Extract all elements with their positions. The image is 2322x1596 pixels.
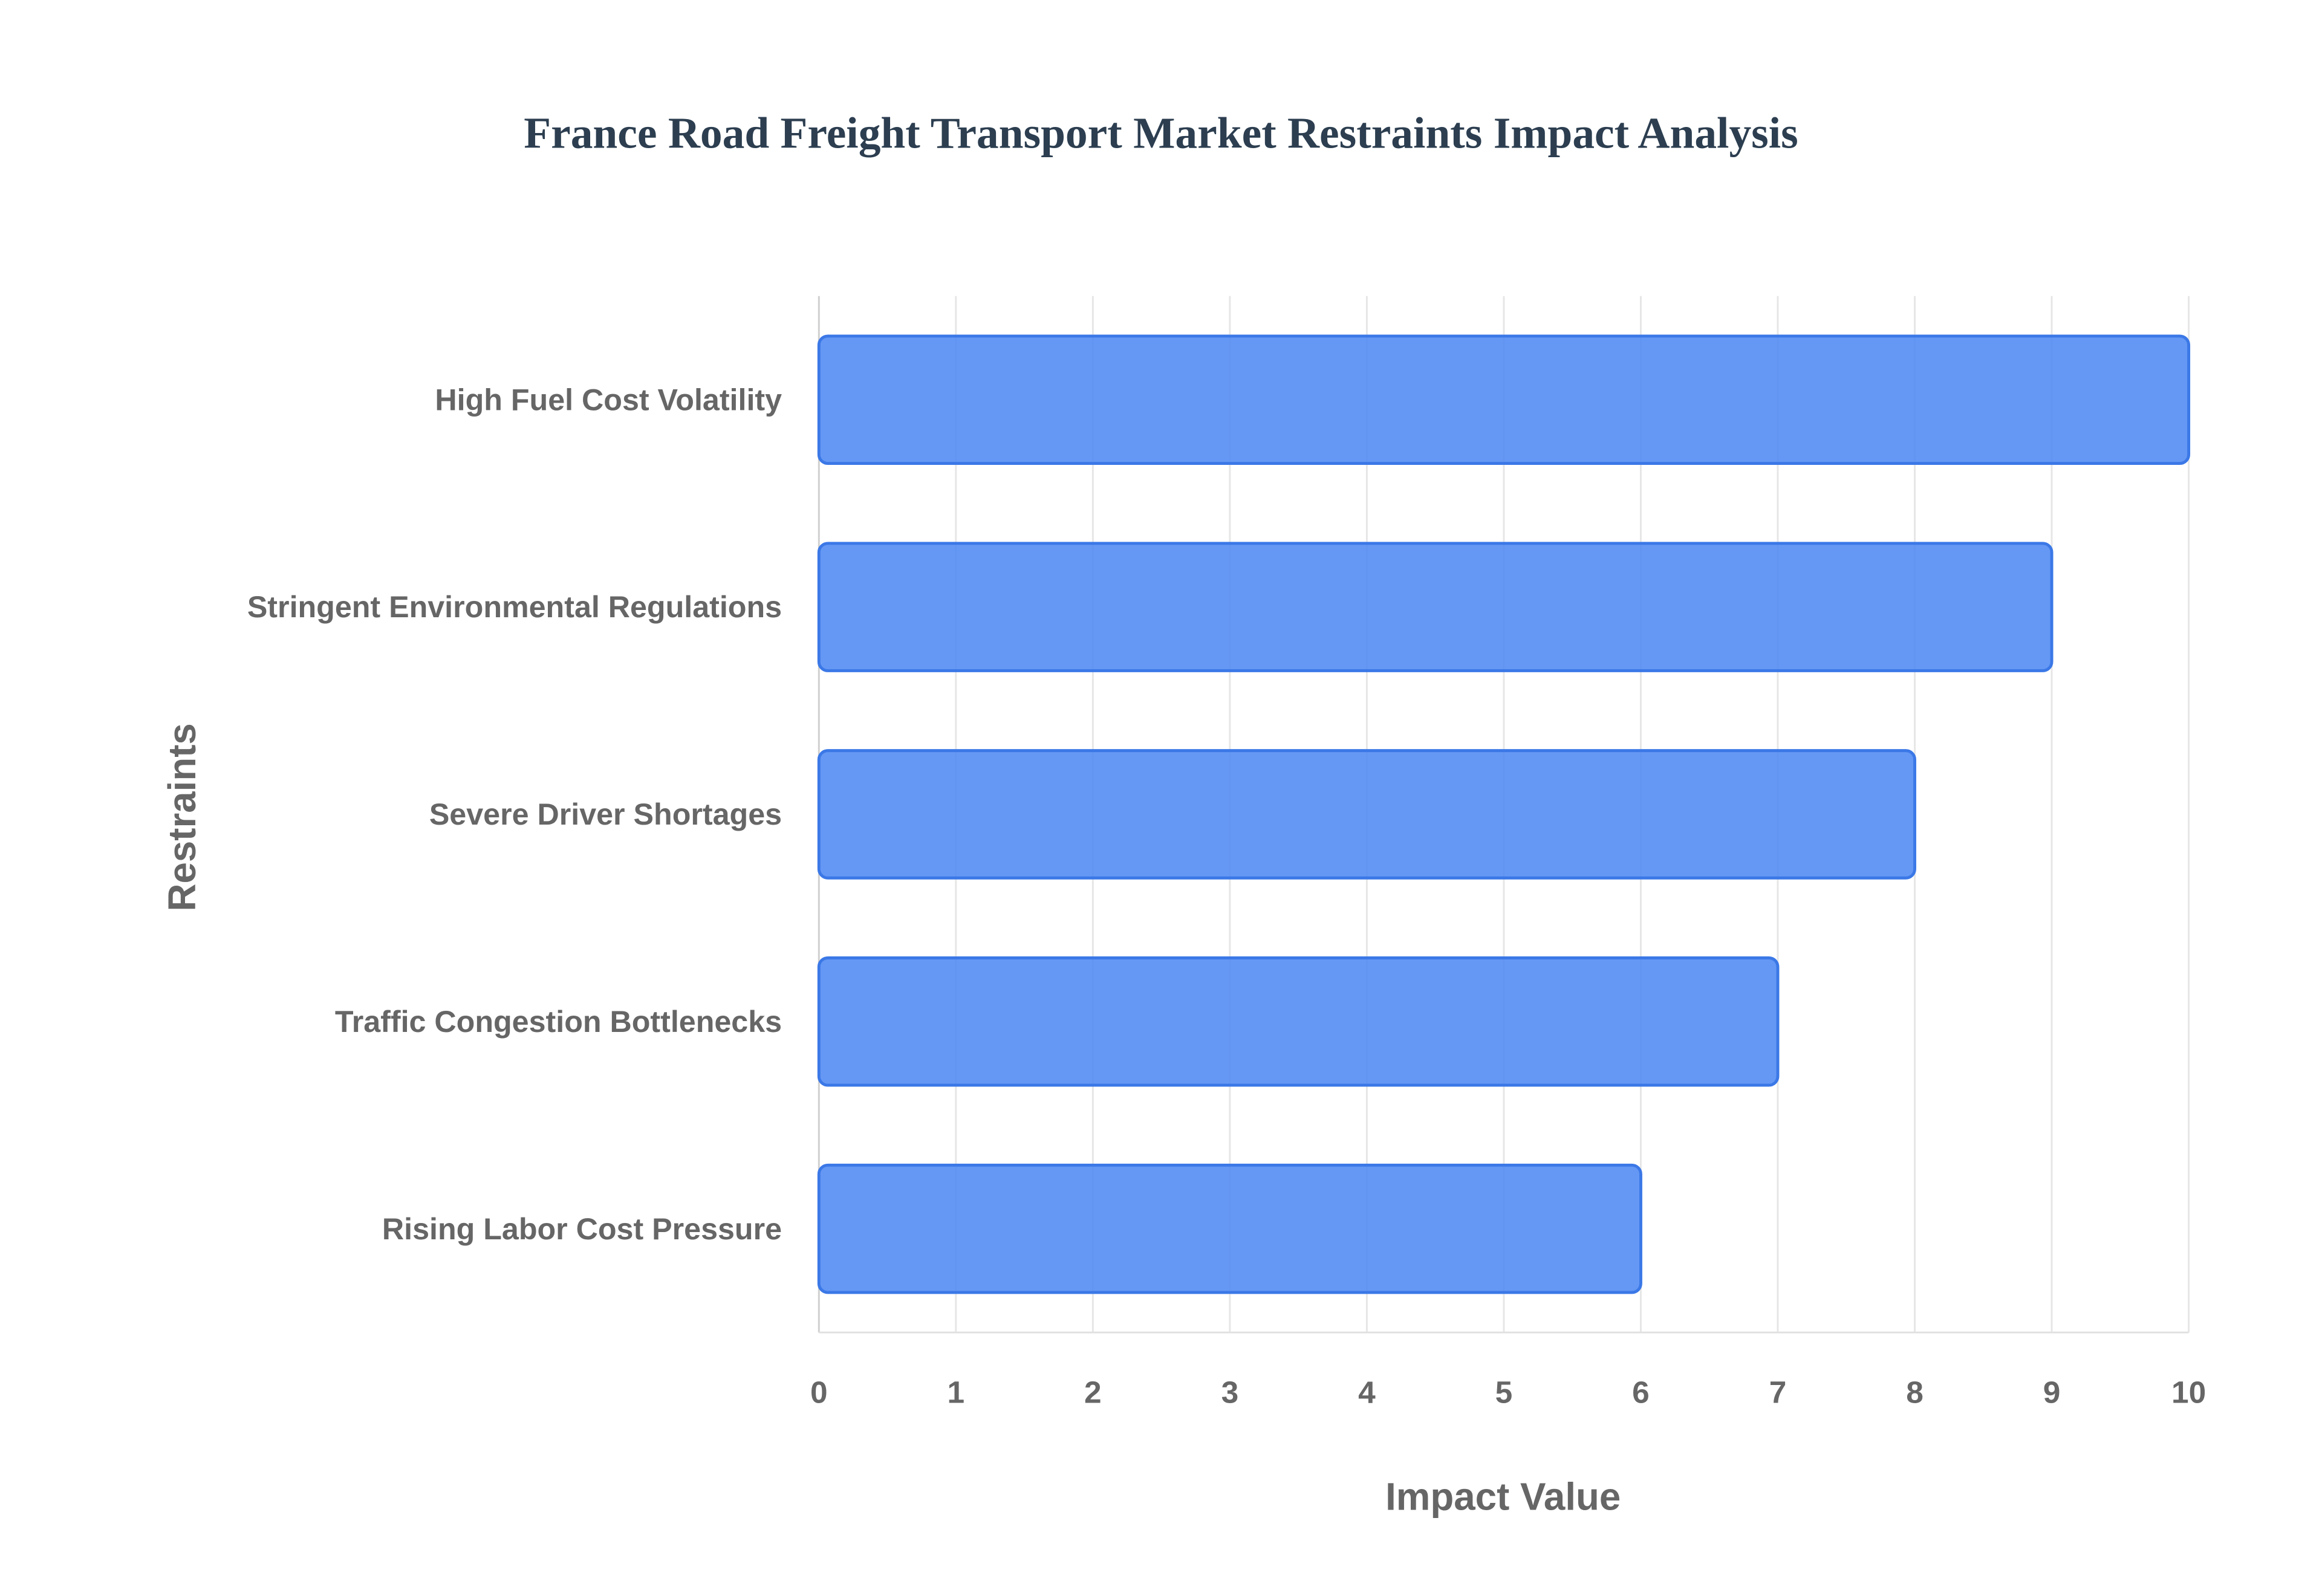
bar [817, 542, 2054, 672]
x-tick-label: 6 [1632, 1375, 1650, 1410]
bar [817, 334, 2191, 465]
x-tick-label: 0 [810, 1375, 828, 1410]
bar [817, 1163, 1642, 1294]
x-tick-label: 10 [2171, 1375, 2206, 1410]
x-tick-label: 5 [1495, 1375, 1513, 1410]
x-tick-label: 1 [948, 1375, 965, 1410]
bar [817, 956, 1780, 1087]
y-tick-label-box: High Fuel Cost Volatility [435, 383, 782, 417]
chart-title: France Road Freight Transport Market Res… [524, 109, 1798, 158]
y-tick-label-box: Rising Labor Cost Pressure [382, 1212, 782, 1246]
y-axis-title: Restraints [161, 723, 204, 911]
x-tick-label: 2 [1084, 1375, 1102, 1410]
x-tick-label: 4 [1358, 1375, 1376, 1410]
x-tick-label: 7 [1769, 1375, 1787, 1410]
y-tick-label: Stringent Environmental Regulations [247, 589, 782, 624]
y-tick-label-box: Stringent Environmental Regulations [247, 589, 782, 624]
x-tick-label: 9 [2043, 1375, 2061, 1410]
y-tick-label: High Fuel Cost Volatility [435, 383, 782, 417]
y-tick-label: Traffic Congestion Bottlenecks [334, 1004, 782, 1039]
y-tick-label-box: Severe Driver Shortages [429, 797, 782, 832]
x-tick-label: 8 [1906, 1375, 1924, 1410]
y-tick-label-box: Traffic Congestion Bottlenecks [334, 1004, 782, 1039]
y-tick-label: Rising Labor Cost Pressure [382, 1212, 782, 1246]
x-tick-label: 3 [1221, 1375, 1239, 1410]
x-axis-title: Impact Value [1385, 1476, 1621, 1519]
y-tick-label: Severe Driver Shortages [429, 797, 782, 832]
bar [817, 749, 1916, 880]
